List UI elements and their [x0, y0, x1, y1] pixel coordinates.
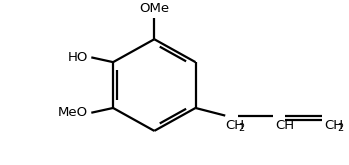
Text: HO: HO	[68, 51, 88, 64]
Text: 2: 2	[337, 123, 343, 133]
Text: CH: CH	[324, 119, 343, 132]
Text: MeO: MeO	[58, 106, 88, 119]
Text: 2: 2	[238, 123, 244, 133]
Text: CH: CH	[275, 119, 294, 132]
Text: OMe: OMe	[139, 2, 169, 15]
Text: CH: CH	[225, 119, 244, 132]
